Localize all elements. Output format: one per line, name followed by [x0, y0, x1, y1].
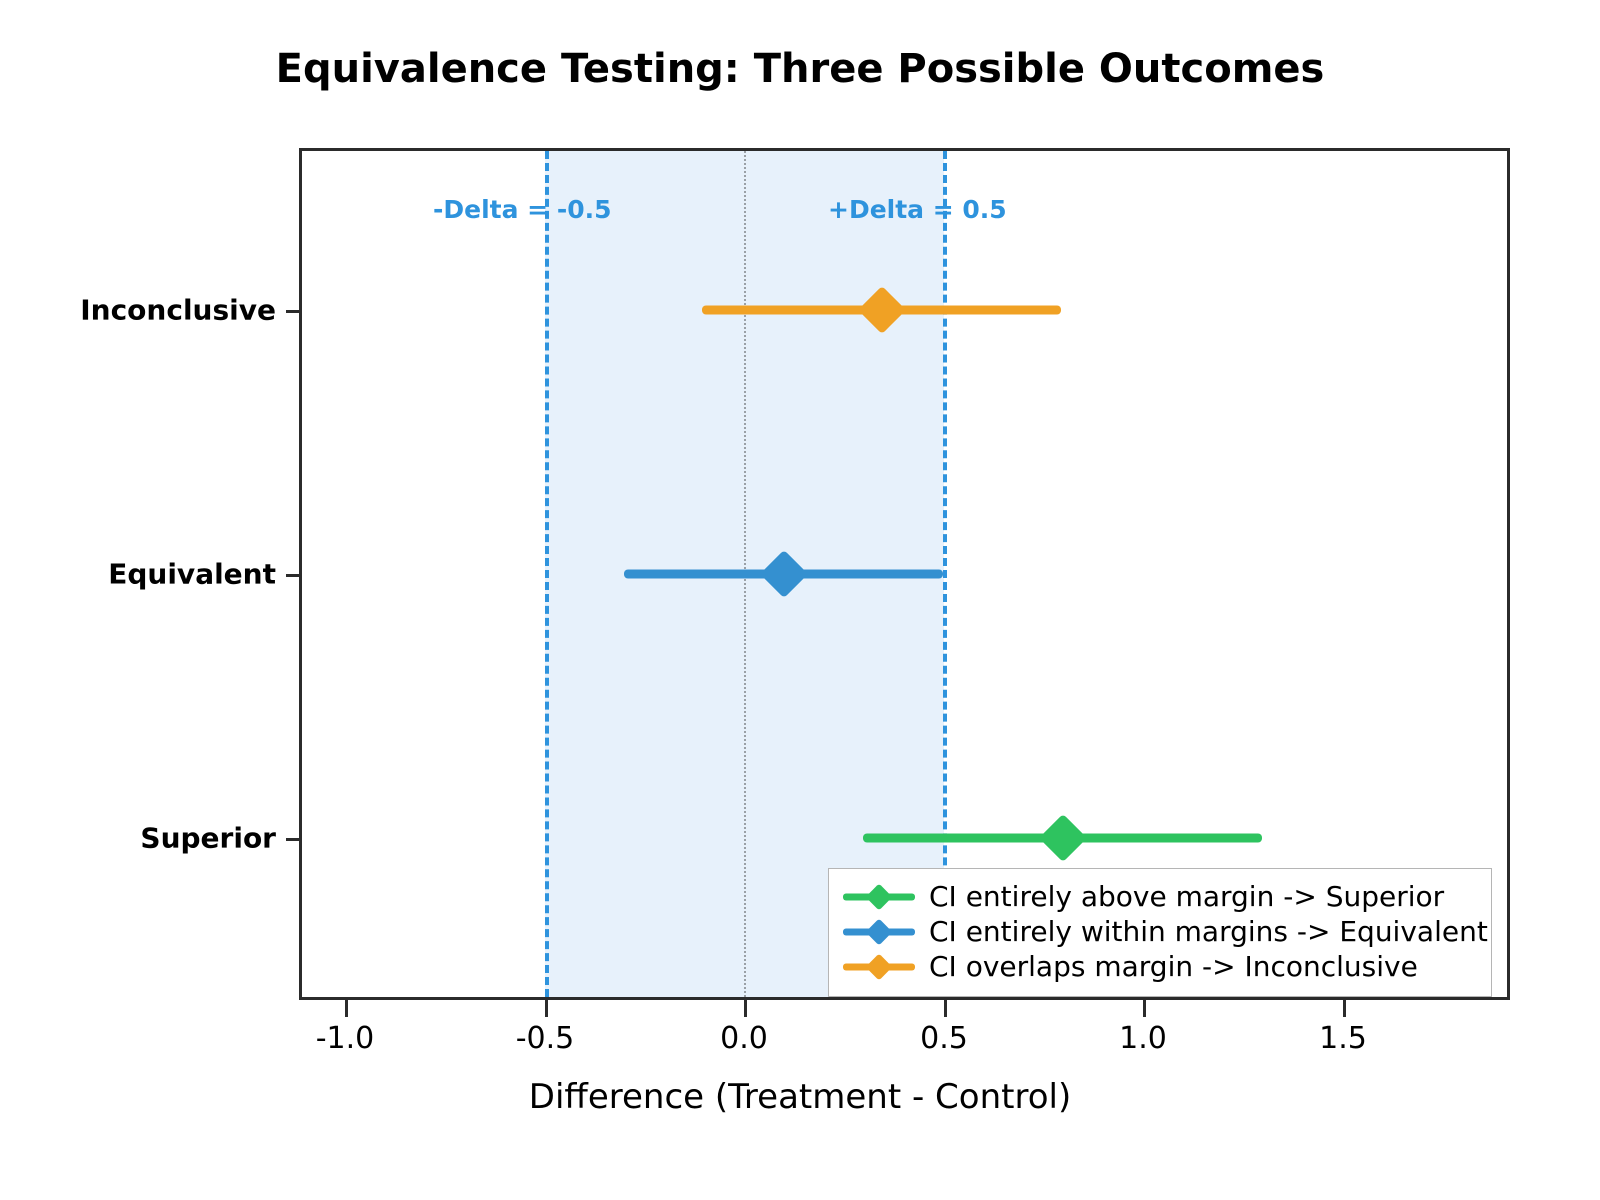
legend-item-inconclusive[interactable]: CI overlaps margin -> Inconclusive	[843, 949, 1477, 984]
plot-area: -Delta = -0.5 +Delta = 0.5	[299, 148, 1510, 1000]
y-axis-label-superior: Superior	[140, 821, 276, 855]
x-tick-1	[545, 1000, 548, 1017]
x-tick-3	[944, 1000, 947, 1017]
x-tick-4	[1143, 1000, 1146, 1017]
y-tick-equivalent	[286, 574, 299, 577]
lower-margin-label: -Delta = -0.5	[433, 195, 612, 224]
upper-margin-line	[943, 151, 947, 997]
legend-label-superior: CI entirely above margin -> Superior	[929, 880, 1445, 913]
upper-margin-label: +Delta = 0.5	[828, 195, 1007, 224]
legend: CI entirely above margin -> Superior CI …	[828, 868, 1492, 997]
x-tick-label-5: 1.5	[1319, 1021, 1367, 1056]
x-tick-label-0: -1.0	[315, 1021, 375, 1056]
x-tick-label-2: 0.0	[720, 1021, 768, 1056]
y-tick-superior	[286, 838, 299, 841]
ci-point-superior	[1038, 813, 1088, 863]
legend-item-equivalent[interactable]: CI entirely within margins -> Equivalent	[843, 914, 1488, 949]
y-axis-label-equivalent: Equivalent	[108, 557, 276, 591]
x-tick-0	[345, 1000, 348, 1017]
x-axis-title: Difference (Treatment - Control)	[528, 1077, 1072, 1117]
chart-title: Equivalence Testing: Three Possible Outc…	[275, 46, 1325, 92]
legend-item-superior[interactable]: CI entirely above margin -> Superior	[843, 879, 1477, 914]
x-tick-label-1: -0.5	[515, 1021, 575, 1056]
x-tick-label-4: 1.0	[1119, 1021, 1167, 1056]
legend-marker-superior-icon	[843, 883, 915, 910]
x-tick-5	[1343, 1000, 1346, 1017]
legend-marker-equivalent-icon	[843, 918, 915, 945]
lower-margin-line	[545, 151, 549, 997]
legend-label-inconclusive: CI overlaps margin -> Inconclusive	[929, 950, 1418, 983]
y-axis-label-inconclusive: Inconclusive	[80, 293, 276, 327]
y-tick-inconclusive	[286, 310, 299, 313]
legend-label-equivalent: CI entirely within margins -> Equivalent	[929, 915, 1488, 948]
x-tick-2	[744, 1000, 747, 1017]
legend-marker-inconclusive-icon	[843, 953, 915, 980]
x-tick-label-3: 0.5	[920, 1021, 968, 1056]
